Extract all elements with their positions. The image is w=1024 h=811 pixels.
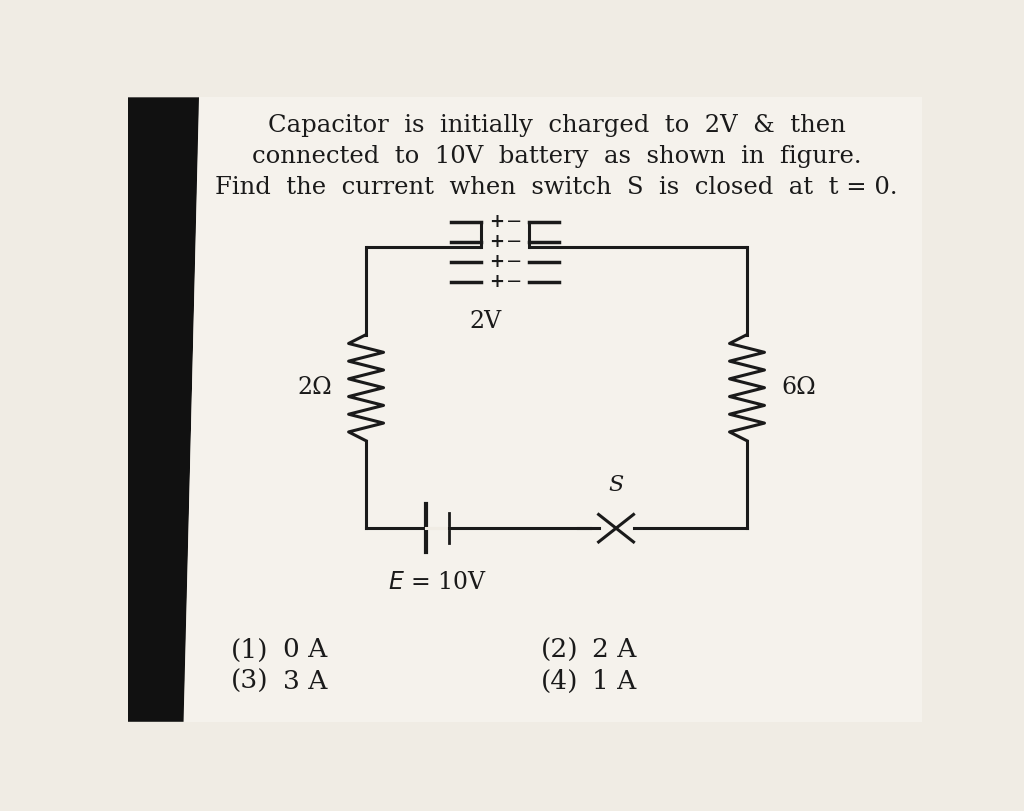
Text: +: +	[489, 213, 504, 231]
Text: S: S	[608, 474, 624, 496]
Text: (4): (4)	[541, 669, 579, 693]
Polygon shape	[183, 97, 922, 722]
Text: −: −	[506, 273, 522, 291]
Text: 0 A: 0 A	[283, 637, 327, 663]
Text: −: −	[506, 234, 522, 251]
Text: 2V: 2V	[469, 311, 501, 333]
Text: 1 A: 1 A	[592, 669, 637, 693]
Text: 2Ω: 2Ω	[297, 376, 332, 399]
Text: $E$ = 10V: $E$ = 10V	[388, 571, 487, 594]
Polygon shape	[128, 97, 200, 722]
Text: 3 A: 3 A	[283, 669, 327, 693]
Text: 6Ω: 6Ω	[781, 376, 816, 399]
Text: +: +	[489, 234, 504, 251]
Text: (1): (1)	[231, 637, 268, 663]
Text: −: −	[506, 213, 522, 231]
Text: 2 A: 2 A	[592, 637, 637, 663]
Text: Find  the  current  when  switch  S  is  closed  at  t = 0.: Find the current when switch S is closed…	[215, 176, 898, 200]
Text: +: +	[489, 273, 504, 291]
Text: (3): (3)	[231, 669, 268, 693]
Text: −: −	[506, 253, 522, 271]
Text: +: +	[489, 253, 504, 271]
Text: Capacitor  is  initially  charged  to  2V  &  then: Capacitor is initially charged to 2V & t…	[267, 114, 846, 137]
Text: connected  to  10V  battery  as  shown  in  figure.: connected to 10V battery as shown in fig…	[252, 145, 861, 168]
Text: (2): (2)	[541, 637, 579, 663]
